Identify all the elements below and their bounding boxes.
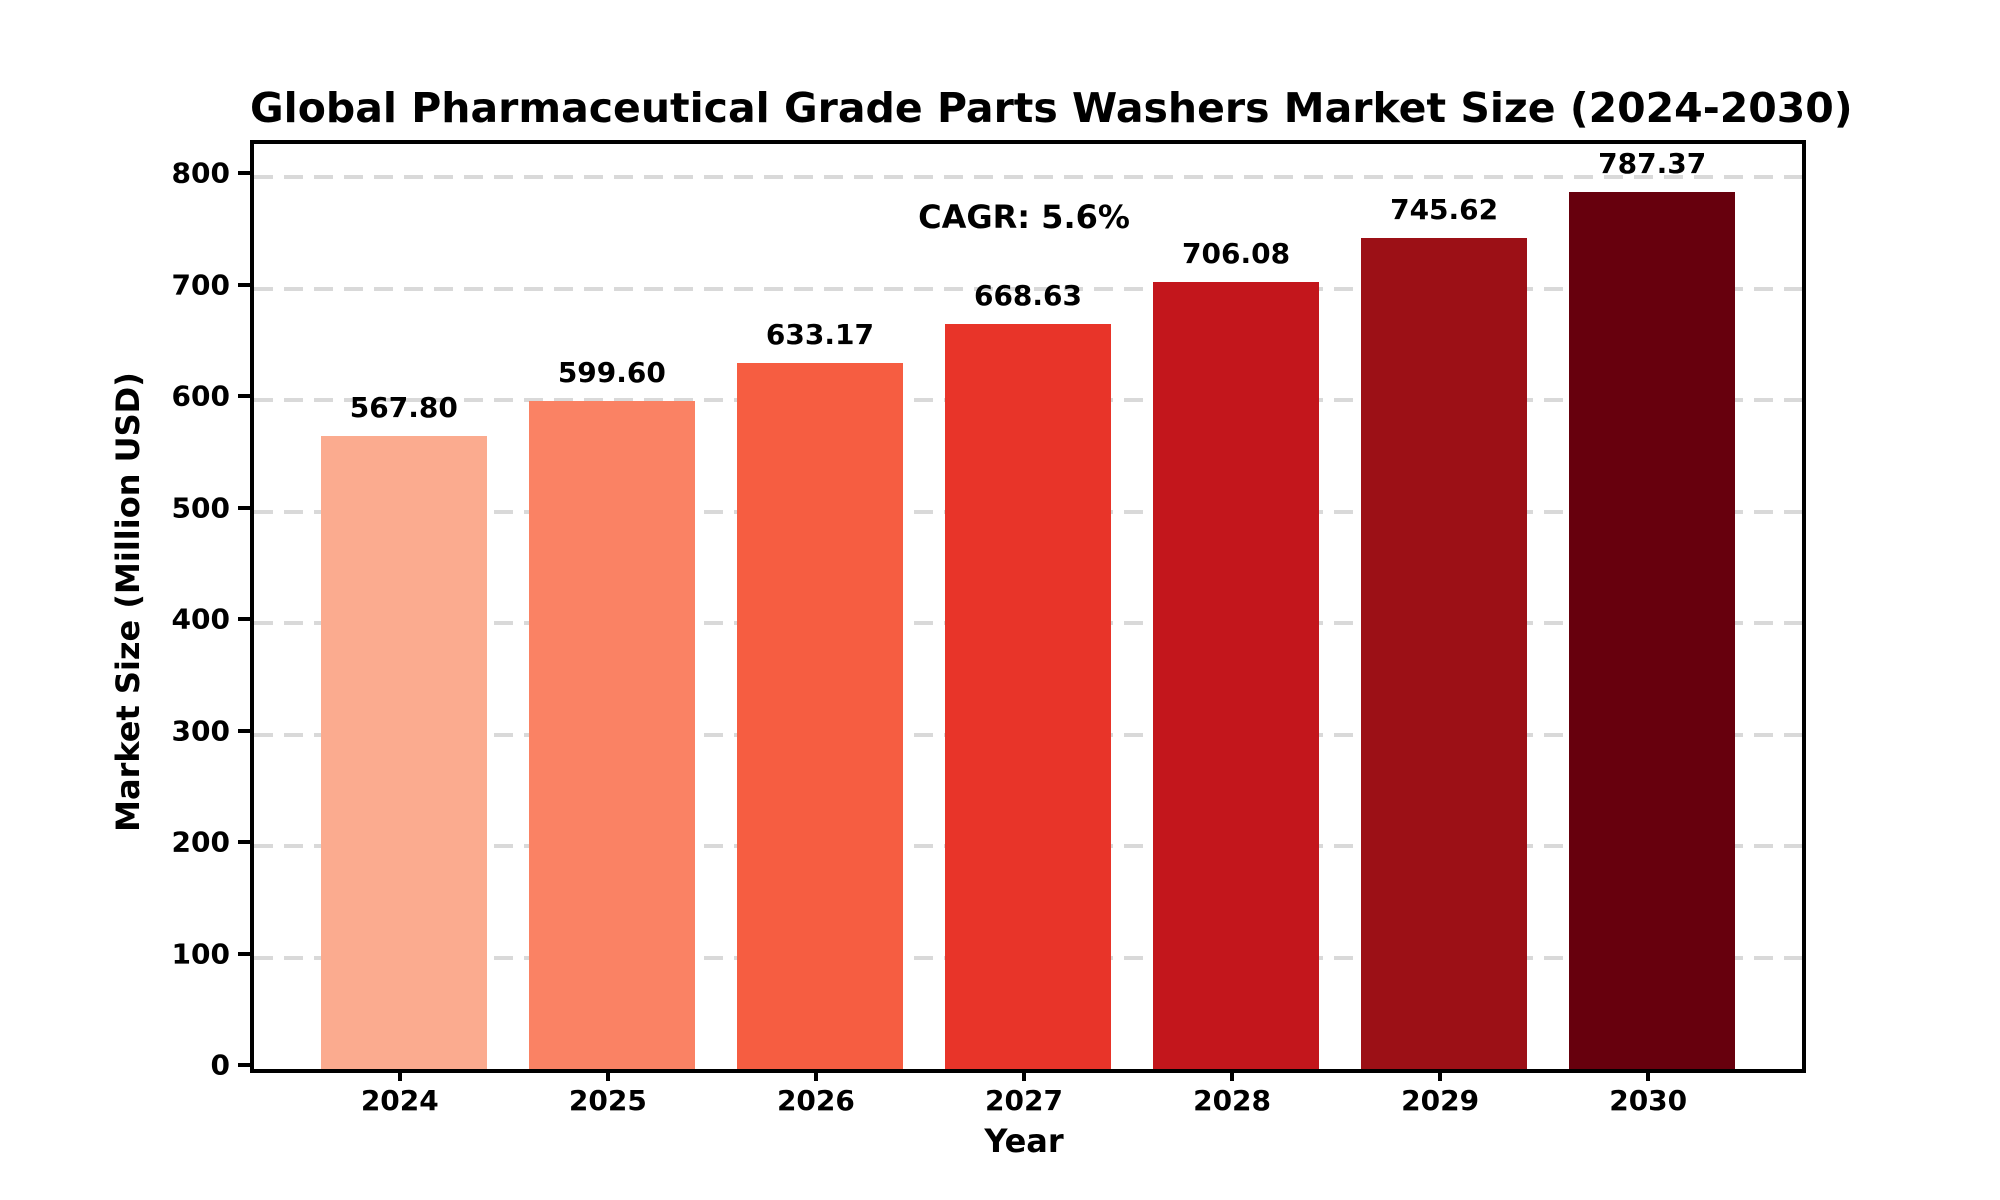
y-tick-label-200: 200 [171, 825, 230, 859]
y-tick-label-100: 100 [171, 937, 230, 971]
bar-value-label-2024: 567.80 [349, 391, 458, 425]
x-tick-label-2030: 2030 [1609, 1084, 1688, 1117]
x-tick-label-2026: 2026 [776, 1084, 855, 1117]
y-tick-label-300: 300 [171, 714, 230, 748]
x-tick-mark-2028 [1230, 1069, 1235, 1081]
x-tick-label-2028: 2028 [1193, 1084, 1272, 1117]
bar-value-label-2030: 787.37 [1598, 146, 1707, 180]
bar-2029 [1360, 238, 1528, 1069]
cagr-annotation: CAGR: 5.6% [918, 198, 1130, 236]
gridline-y-700 [254, 286, 1802, 291]
x-tick-mark-2029 [1438, 1069, 1443, 1081]
y-tick-mark-0 [238, 1063, 250, 1067]
x-tick-label-2029: 2029 [1401, 1084, 1480, 1117]
bar-2027 [944, 323, 1112, 1069]
y-tick-mark-100 [238, 951, 250, 956]
x-tick-mark-2027 [1022, 1069, 1026, 1081]
chart-title: Global Pharmaceutical Grade Parts Washer… [250, 84, 1853, 132]
x-tick-label-2025: 2025 [568, 1084, 647, 1117]
plot-area: 567.80 599.60 633.17 668.63 706.08 745.62 787.… [250, 140, 1806, 1073]
x-axis-title: Year [984, 1122, 1064, 1160]
y-tick-mark-600 [238, 394, 250, 399]
y-tick-mark-300 [238, 728, 250, 733]
bar-2025 [528, 400, 696, 1069]
x-tick-label-2024: 2024 [360, 1084, 439, 1117]
bar-value-label-2027: 668.63 [973, 278, 1083, 312]
x-tick-mark-2024 [397, 1069, 402, 1081]
bar-2024 [320, 436, 488, 1069]
x-tick-label-2027: 2027 [985, 1084, 1063, 1117]
x-tick-mark-2030 [1646, 1069, 1651, 1081]
y-tick-label-700: 700 [171, 268, 230, 302]
bar-value-label-2029: 745.62 [1390, 193, 1499, 227]
y-tick-mark-500 [238, 505, 250, 510]
bar-value-label-2026: 633.17 [765, 318, 874, 352]
y-tick-label-800: 800 [171, 156, 230, 190]
y-tick-mark-800 [238, 171, 250, 176]
y-tick-label-600: 600 [171, 379, 230, 413]
bar-value-label-2028: 706.08 [1182, 237, 1291, 271]
y-tick-label-500: 500 [171, 491, 230, 525]
bar-2030 [1568, 191, 1736, 1069]
bar-2028 [1152, 282, 1320, 1069]
gridline-y-800 [254, 175, 1802, 180]
y-tick-label-0: 0 [210, 1048, 230, 1082]
y-tick-label-400: 400 [171, 602, 230, 636]
bar-value-label-2025: 599.60 [557, 355, 666, 389]
x-tick-mark-2026 [813, 1069, 818, 1081]
y-tick-mark-200 [238, 840, 250, 845]
y-tick-mark-700 [238, 282, 250, 287]
x-tick-mark-2025 [605, 1069, 610, 1081]
y-tick-mark-400 [238, 617, 250, 622]
bar-2026 [736, 363, 904, 1069]
